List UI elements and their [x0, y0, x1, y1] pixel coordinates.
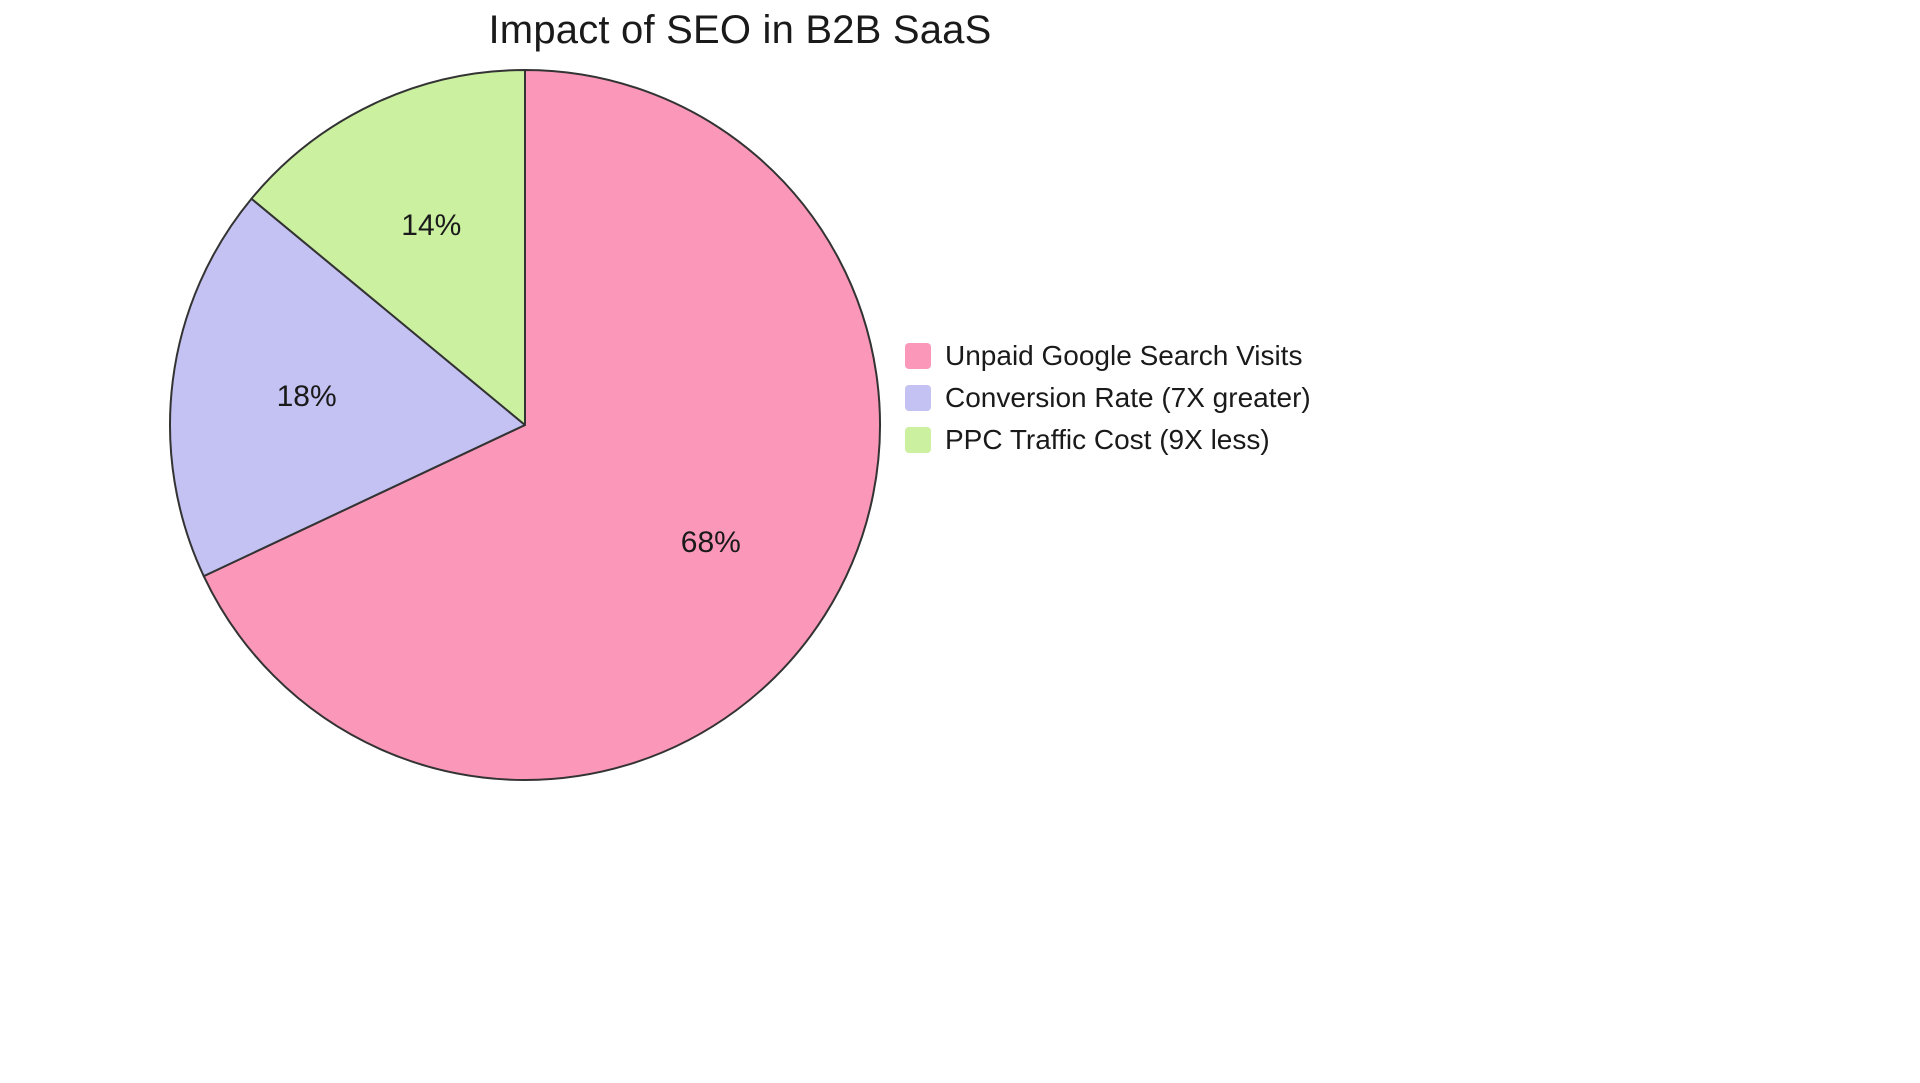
slice-percent-label: 18% [277, 380, 337, 414]
legend-item: Conversion Rate (7X greater) [905, 382, 1311, 414]
legend-swatch [905, 385, 931, 411]
legend-swatch [905, 427, 931, 453]
slice-percent-label: 68% [681, 526, 741, 560]
legend-swatch [905, 343, 931, 369]
legend-item: PPC Traffic Cost (9X less) [905, 424, 1311, 456]
pie-chart: 68% 18% 14% [165, 65, 885, 785]
chart-stage: Impact of SEO in B2B SaaS 68% 18% 14% Unpa… [0, 0, 1920, 1083]
legend-item: Unpaid Google Search Visits [905, 340, 1311, 372]
pie-svg [165, 65, 885, 785]
chart-title: Impact of SEO in B2B SaaS [0, 8, 1480, 53]
legend-label: Conversion Rate (7X greater) [945, 382, 1311, 414]
legend-label: Unpaid Google Search Visits [945, 340, 1302, 372]
legend: Unpaid Google Search Visits Conversion Ra… [905, 340, 1311, 456]
legend-label: PPC Traffic Cost (9X less) [945, 424, 1270, 456]
chart-container: Impact of SEO in B2B SaaS 68% 18% 14% Unpa… [0, 0, 1480, 820]
slice-percent-label: 14% [401, 209, 461, 243]
